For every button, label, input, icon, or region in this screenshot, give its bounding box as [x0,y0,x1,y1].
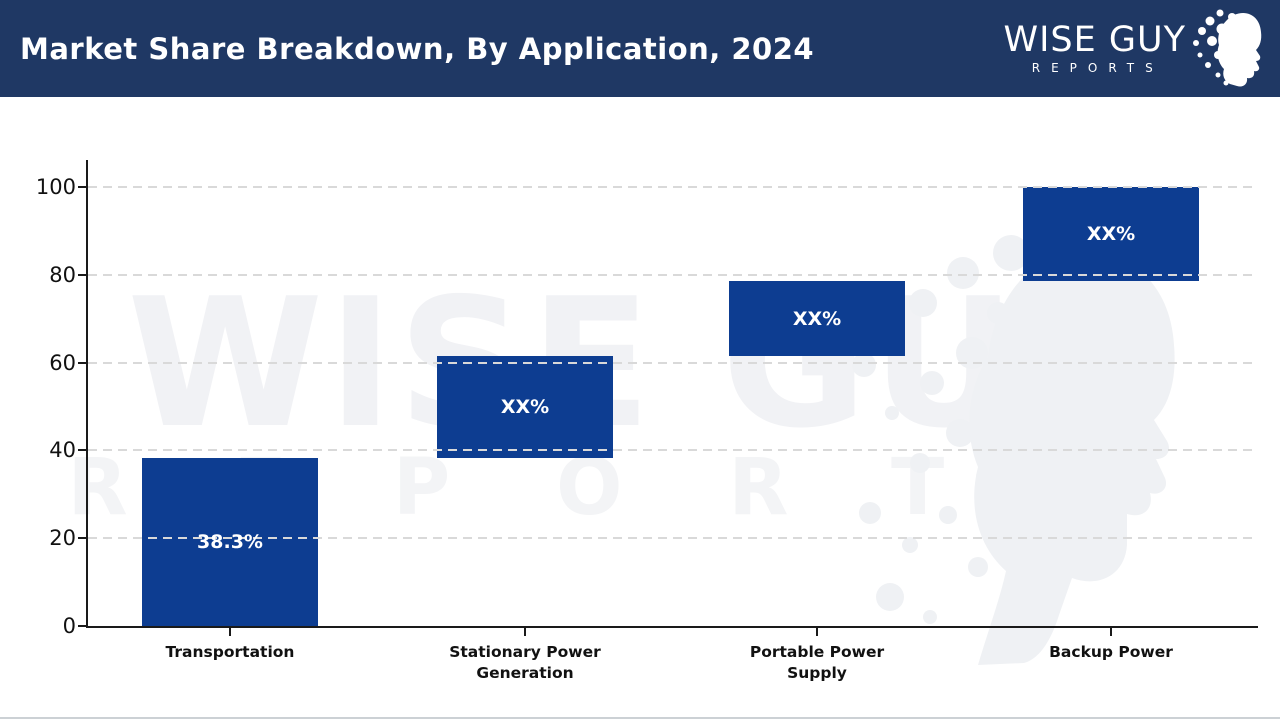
gridline [88,537,1256,540]
y-tick-label: 0 [62,614,76,638]
gridline [88,361,1256,364]
bar-value-label: XX% [500,395,550,418]
category-label: Stationary Power Generation [449,643,601,682]
bar-value-label: XX% [792,307,842,330]
logo-wordmark: WISE GUY [1003,20,1186,60]
y-tick-label: 40 [49,438,76,463]
y-tick-mark [78,273,86,276]
y-tick-label: 20 [49,526,76,551]
gridline [88,449,1256,452]
header-bar: Market Share Breakdown, By Application, … [0,0,1280,97]
y-tick-mark [78,186,86,188]
logo-subtitle: REPORTS [1031,61,1164,75]
bar-segment [729,281,905,356]
x-tick-mark [229,628,231,636]
bar-segment [142,457,318,626]
y-tick-label: 60 [49,350,76,375]
x-axis-line [86,626,1258,628]
logo-text: WISE GUY REPORTS [1003,20,1186,75]
category-label: Transportation [165,643,295,661]
chart-area: WISE GUY REPORTS 0 20 40 60 80 100 38.3% Transp… [0,97,1280,720]
y-tick-label: 80 [49,262,76,287]
logo-face-icon [1193,9,1262,87]
page-title: Market Share Breakdown, By Application, … [20,31,815,66]
bottom-divider [0,717,1280,719]
category-label: Portable Power Supply [749,643,885,682]
wise-guy-reports-logo: WISE GUY REPORTS [1003,0,1266,97]
x-tick-mark [816,628,818,636]
bar-value-label: 38.3% [197,530,263,553]
gridline [88,186,1256,188]
watermark-wordmark: WISE GUY [127,260,1153,467]
gridline [88,273,1256,276]
bar-value-label: XX% [1086,223,1136,246]
y-tick-mark [78,449,86,452]
x-tick-mark [524,628,526,636]
y-tick-mark [78,625,86,627]
category-label: Backup Power [1049,643,1173,661]
x-tick-mark [1110,628,1112,636]
y-tick-label: 100 [35,175,76,199]
y-tick-mark [78,537,86,540]
bar-segment [437,356,613,458]
y-tick-mark [78,361,86,364]
y-axis-line [86,160,88,628]
